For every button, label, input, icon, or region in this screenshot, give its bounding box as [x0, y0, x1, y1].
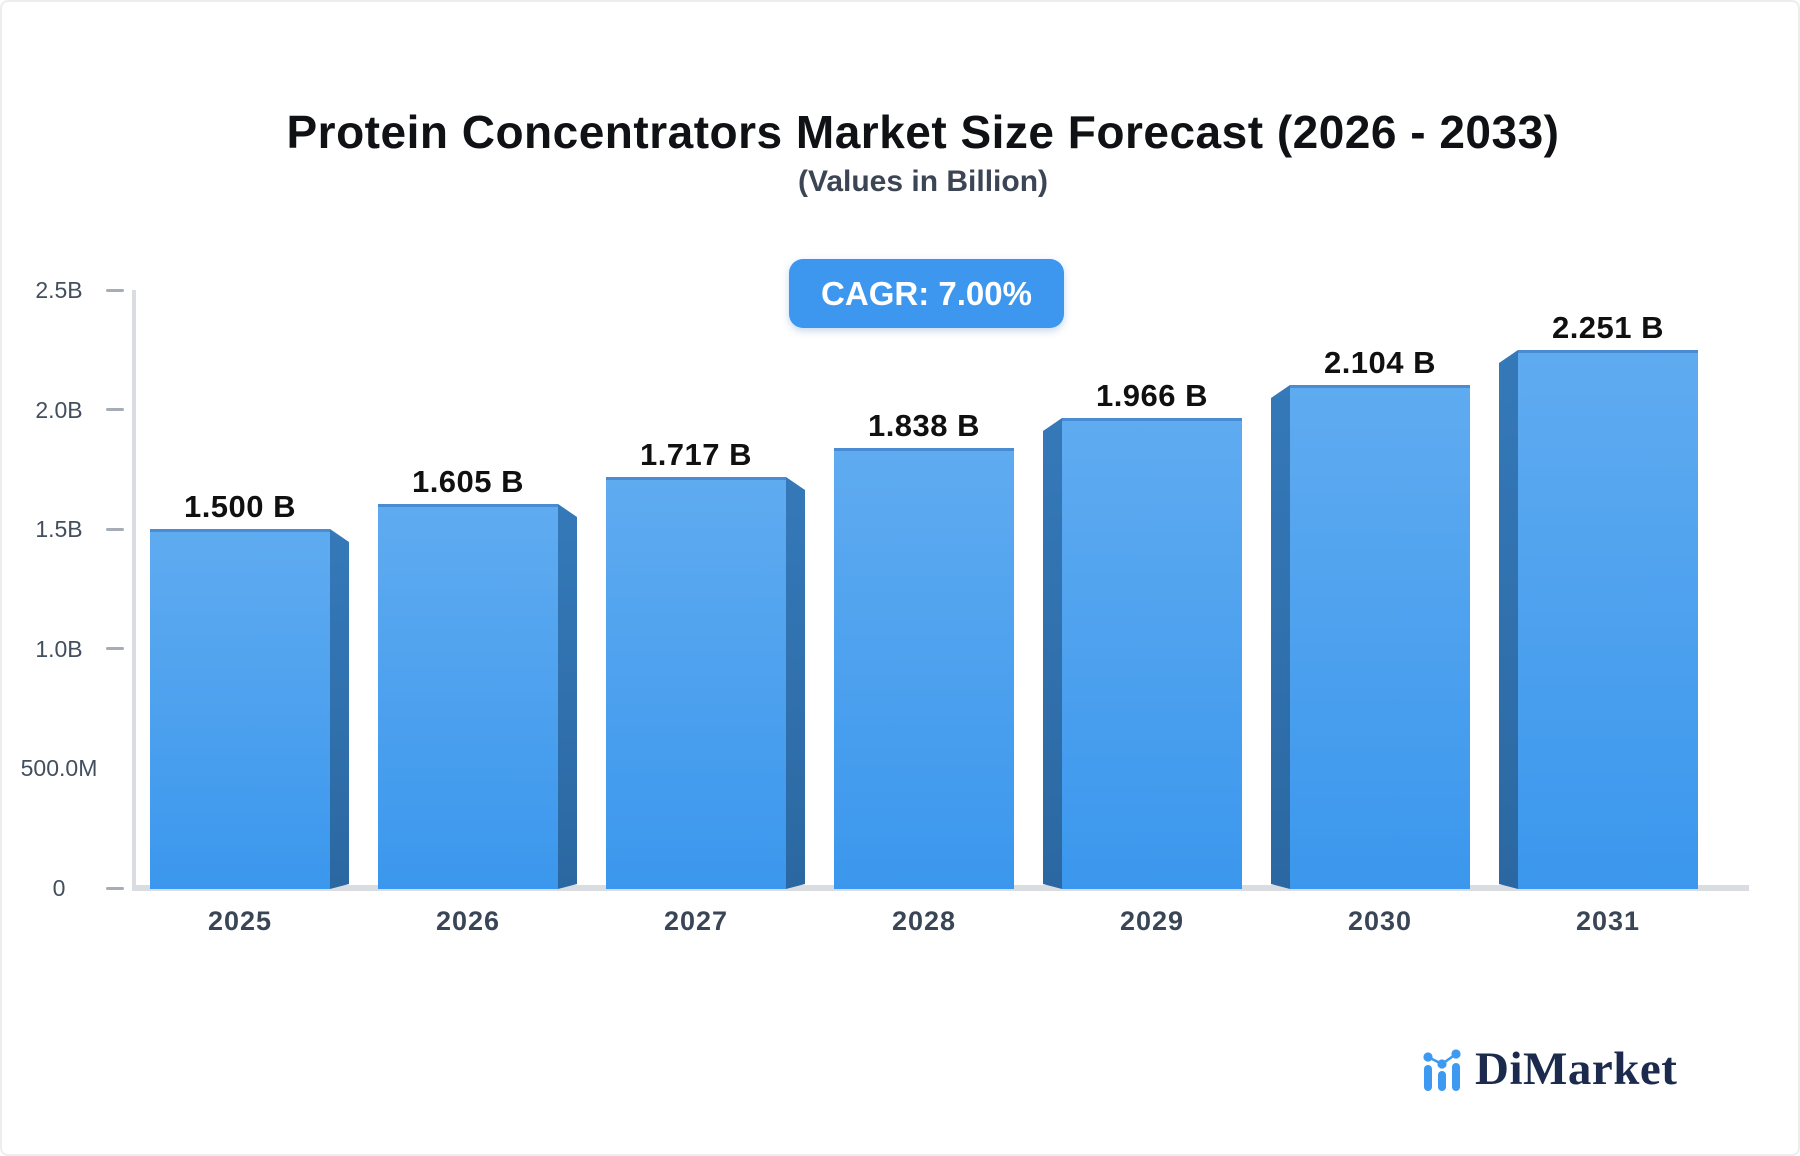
bar-value-label-2025: 1.500 B [183, 489, 297, 524]
y-tick-label-2.5B: 2.5B [35, 277, 83, 303]
y-tick-label-1.5B: 1.5B [35, 516, 83, 543]
bar-value-label-2030: 2.104 B [1323, 345, 1437, 380]
bar-2027 [606, 477, 786, 889]
bar-side-2030 [1271, 385, 1290, 889]
bar-value-label-2026: 1.605 B [411, 464, 525, 499]
bar-value-label-2031: 2.251 B [1551, 310, 1665, 345]
cagr-badge: CAGR: 7.00% [789, 259, 1064, 328]
bar-2029 [1062, 418, 1242, 889]
bar-side-2031 [1499, 350, 1518, 889]
dimarket-logo-text: DiMarket [1475, 1043, 1678, 1095]
y-tick-label-2.0B: 2.0B [35, 396, 83, 423]
y-tick-dash-2.0B [106, 408, 124, 412]
bar-2030 [1290, 385, 1470, 889]
bar-2026 [378, 504, 558, 889]
bar-value-label-2028: 1.838 B [867, 408, 981, 443]
bar-2028 [834, 448, 1014, 889]
x-axis-label-2028: 2028 [891, 906, 957, 936]
x-axis-label-2029: 2029 [1119, 906, 1185, 936]
y-tick-dash-0 [106, 886, 124, 890]
bar-side-2026 [558, 504, 577, 889]
bar-side-2029 [1043, 418, 1062, 889]
chart-title: Protein Concentrators Market Size Foreca… [286, 106, 1560, 158]
y-tick-dash-1.0B [106, 647, 124, 651]
x-axis-label-2030: 2030 [1347, 906, 1413, 936]
dimarket-logo: DiMarket [1423, 1043, 1678, 1095]
x-axis-label-2027: 2027 [663, 906, 729, 936]
bar-2031 [1518, 350, 1698, 889]
y-tick-label-500.0M: 500.0M [20, 755, 98, 782]
x-axis-label-2031: 2031 [1575, 906, 1641, 936]
y-tick-dash-2.5B [106, 288, 124, 292]
x-axis-label-2026: 2026 [435, 906, 501, 936]
chart-subtitle: (Values in Billion) [797, 165, 1049, 198]
bar-2025 [150, 529, 330, 889]
y-tick-label-1.0B: 1.0B [35, 635, 83, 662]
x-axis-label-2025: 2025 [207, 906, 273, 936]
bar-value-label-2029: 1.966 B [1095, 378, 1209, 413]
bar-value-label-2027: 1.717 B [639, 437, 753, 472]
y-tick-dash-1.5B [106, 527, 124, 531]
bar-side-2025 [330, 529, 349, 889]
bar-side-2027 [786, 477, 805, 889]
y-axis-line [132, 290, 136, 888]
y-tick-label-0: 0 [52, 875, 66, 901]
dimarket-logo-icon [1423, 1049, 1461, 1091]
